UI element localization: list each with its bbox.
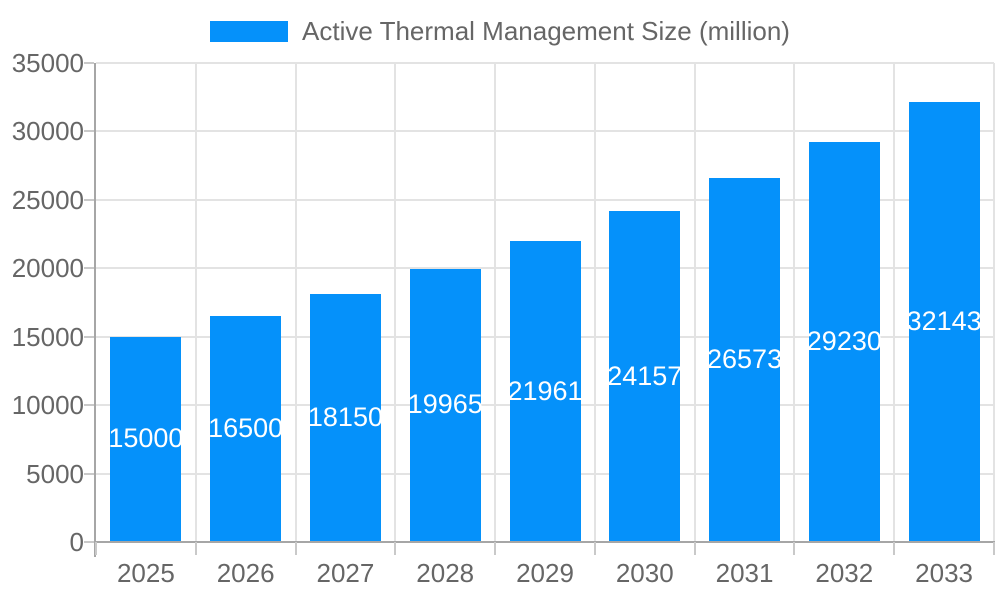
x-axis-tick-label: 2026 xyxy=(216,558,275,588)
bar-value-label: 16500 xyxy=(208,413,284,444)
gridline-vertical xyxy=(993,63,995,542)
y-axis-tick-label: 20000 xyxy=(11,253,84,284)
x-axis-tick-label: 2030 xyxy=(615,558,674,588)
y-axis-tick-label: 35000 xyxy=(11,48,84,78)
y-axis-tick xyxy=(84,62,94,64)
bar-value-label: 18150 xyxy=(307,401,383,432)
y-axis-tick-label: 5000 xyxy=(26,458,84,489)
x-axis-line xyxy=(95,541,995,543)
x-axis-tick xyxy=(394,542,397,555)
bar-2027 xyxy=(309,293,381,542)
gridline-vertical xyxy=(793,63,796,542)
x-axis-tick xyxy=(95,542,97,555)
y-axis-tick xyxy=(84,130,94,133)
x-axis-tick xyxy=(494,542,497,555)
y-axis-line xyxy=(94,63,96,557)
bar-value-label: 21961 xyxy=(507,375,583,406)
y-axis-tick xyxy=(84,267,94,270)
bar-value-label: 26573 xyxy=(707,344,783,375)
x-axis-tick-label: 2029 xyxy=(516,558,574,588)
x-axis-tick xyxy=(294,542,297,555)
x-axis-tick xyxy=(593,542,596,555)
bar-2028 xyxy=(409,268,481,542)
gridline-vertical xyxy=(693,63,696,542)
x-axis-tick-label: 2027 xyxy=(316,558,375,588)
gridline-horizontal xyxy=(96,198,994,201)
x-axis-tick xyxy=(793,542,796,555)
bar-2026 xyxy=(210,316,282,542)
x-axis-tick xyxy=(693,542,696,555)
gridline-vertical xyxy=(893,63,896,542)
x-axis-tick xyxy=(893,542,896,555)
x-axis-tick-label: 2032 xyxy=(815,558,874,588)
gridline-vertical xyxy=(494,63,497,542)
gridline-vertical xyxy=(593,63,596,542)
x-axis-tick-label: 2025 xyxy=(116,558,175,588)
y-axis-tick-label: 30000 xyxy=(11,116,84,147)
bar-2033 xyxy=(908,102,980,542)
bar-2032 xyxy=(808,141,880,542)
y-axis-tick xyxy=(84,541,94,543)
x-axis-tick xyxy=(194,542,197,555)
y-axis-tick-label: 10000 xyxy=(11,390,84,421)
y-axis-tick xyxy=(84,335,94,338)
gridline-vertical xyxy=(394,63,397,542)
x-axis-tick-label: 2031 xyxy=(715,558,774,588)
bar-2029 xyxy=(509,241,581,542)
y-axis-tick-label: 0 xyxy=(69,527,84,557)
bar-2030 xyxy=(609,211,681,542)
gridline-vertical xyxy=(294,63,297,542)
bar-value-label: 29230 xyxy=(806,325,882,356)
x-axis-tick xyxy=(993,542,995,555)
gridline-vertical xyxy=(194,63,197,542)
chart-legend: Active Thermal Management Size (million) xyxy=(0,16,1000,46)
bar-2031 xyxy=(709,178,781,542)
bar-value-label: 24157 xyxy=(607,360,683,391)
gridline-horizontal xyxy=(96,62,994,64)
y-axis-tick xyxy=(84,198,94,201)
y-axis-tick-label: 15000 xyxy=(11,321,84,352)
bar-2025 xyxy=(110,336,182,542)
bar-value-label: 19965 xyxy=(407,389,483,420)
x-axis-tick-label: 2033 xyxy=(915,558,974,588)
x-axis-tick-label: 2028 xyxy=(416,558,475,588)
legend-label: Active Thermal Management Size (million) xyxy=(302,15,790,46)
gridline-horizontal xyxy=(96,130,994,133)
y-axis-tick-label: 25000 xyxy=(11,184,84,215)
y-axis-tick xyxy=(84,404,94,407)
legend-swatch xyxy=(210,20,289,42)
bar-value-label: 15000 xyxy=(108,423,184,454)
bar-value-label: 32143 xyxy=(906,306,982,337)
y-axis-tick xyxy=(84,472,94,475)
